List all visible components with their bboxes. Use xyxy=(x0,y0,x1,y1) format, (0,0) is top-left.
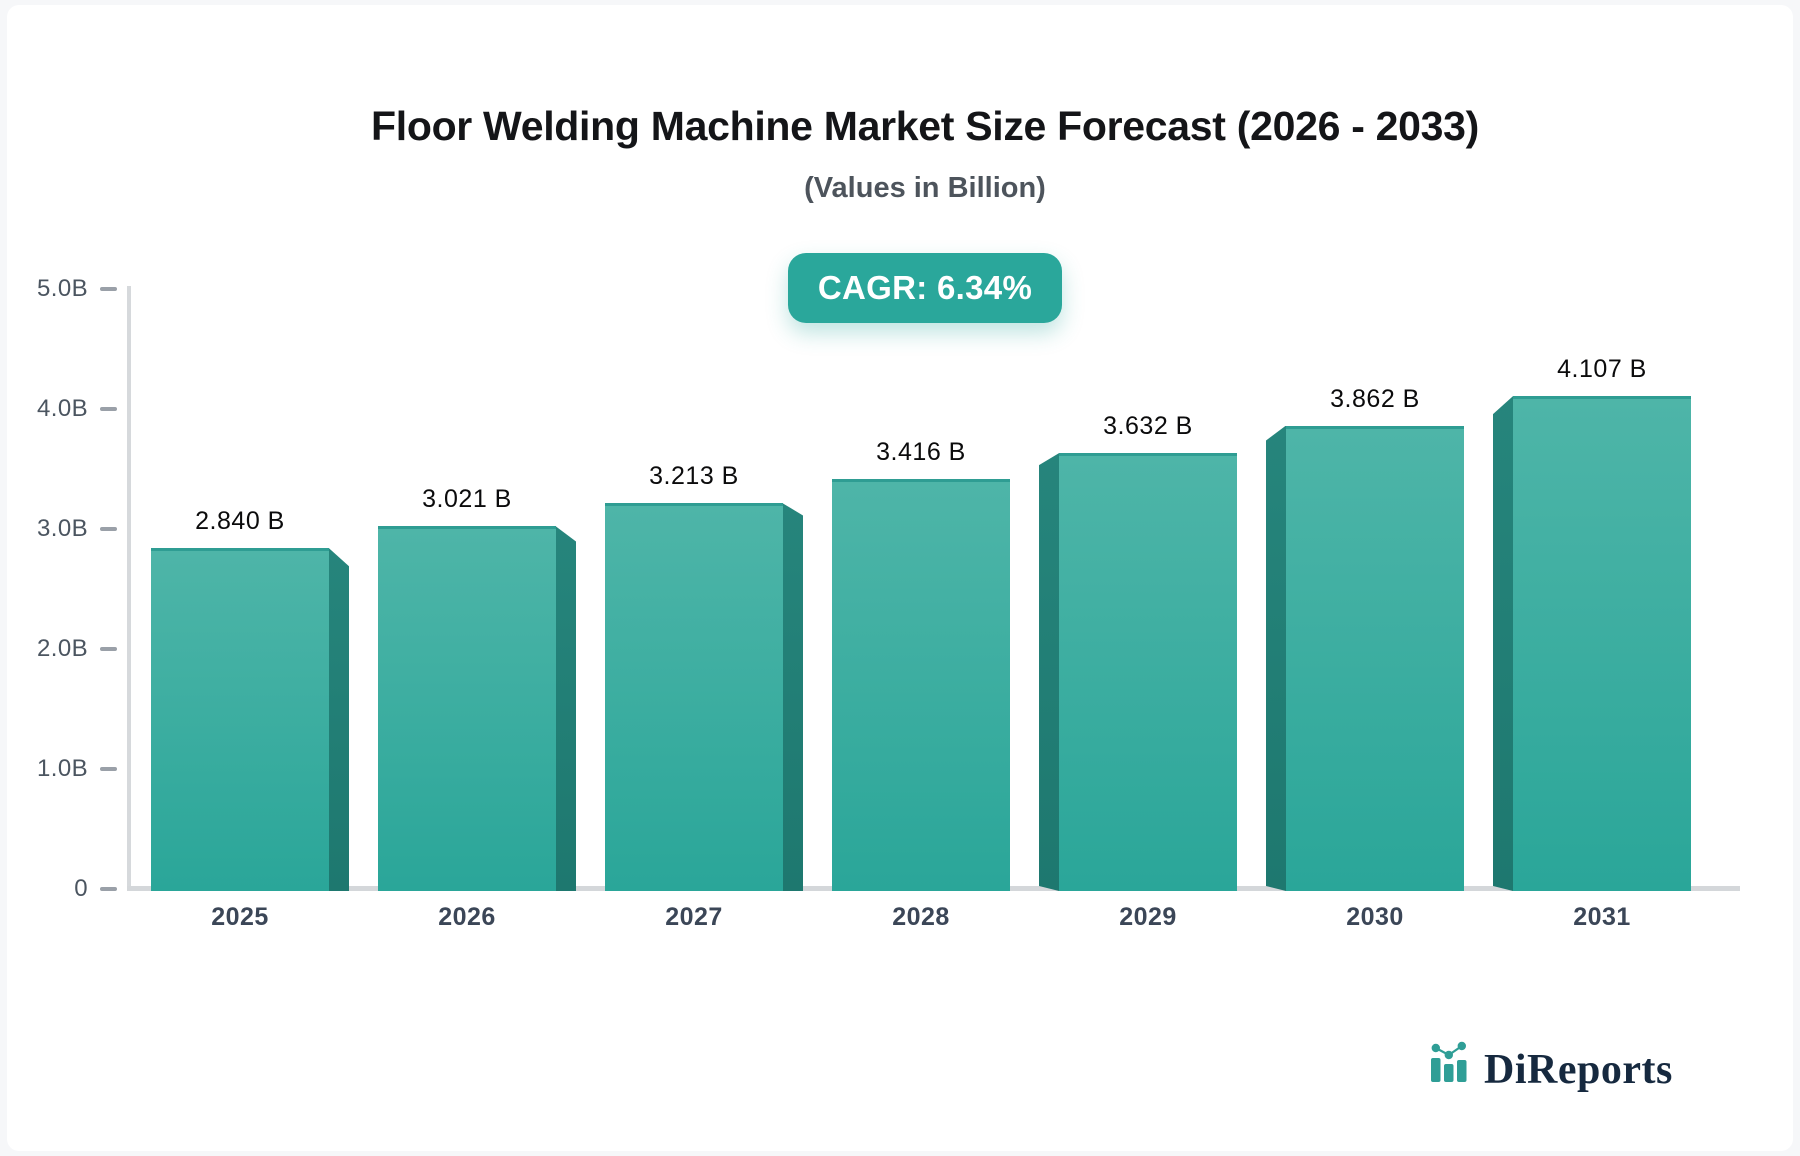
y-axis-tick-mark xyxy=(100,647,117,651)
x-axis-label: 2025 xyxy=(211,903,269,931)
direports-logo[interactable]: DiReports xyxy=(1430,1041,1673,1093)
bar-side-face xyxy=(1039,453,1059,891)
y-axis-tick-label: 3.0B xyxy=(37,515,88,542)
bar[interactable] xyxy=(1059,453,1237,891)
y-axis-tick-mark xyxy=(100,767,117,771)
y-axis-tick-label: 5.0B xyxy=(37,275,88,302)
bar[interactable] xyxy=(1286,425,1464,891)
cagr-badge: CAGR: 6.34% xyxy=(788,253,1062,323)
bar[interactable] xyxy=(1513,396,1691,891)
chart-title: Floor Welding Machine Market Size Foreca… xyxy=(370,103,1480,149)
x-axis-label: 2026 xyxy=(438,903,496,931)
bar-value-label: 3.416 B xyxy=(876,438,966,467)
bar-value-label: 2.840 B xyxy=(195,507,285,536)
bar-side-face xyxy=(1266,426,1286,891)
x-axis-label: 2027 xyxy=(665,903,723,931)
bar-value-label: 3.862 B xyxy=(1330,384,1420,413)
bar-value-label: 4.107 B xyxy=(1557,355,1647,384)
bar[interactable] xyxy=(605,503,783,891)
x-axis-label: 2029 xyxy=(1119,903,1177,931)
bar[interactable] xyxy=(378,526,556,891)
bar-side-face xyxy=(556,526,576,891)
bar[interactable] xyxy=(151,548,329,891)
bar-value-label: 3.632 B xyxy=(1103,412,1193,441)
bar-chart-icon xyxy=(1430,1037,1476,1088)
y-axis-tick-mark xyxy=(100,527,117,531)
logo-text: DiReports xyxy=(1484,1047,1673,1093)
x-axis-label: 2030 xyxy=(1346,903,1404,931)
y-axis-tick-mark xyxy=(100,407,117,411)
bar-value-label: 3.213 B xyxy=(649,462,739,491)
y-axis-tick-label: 1.0B xyxy=(37,755,88,782)
bar-side-face xyxy=(783,503,803,891)
bar-side-face xyxy=(329,548,349,891)
bar-value-label: 3.021 B xyxy=(422,485,512,514)
y-axis-tick-label: 2.0B xyxy=(37,635,88,662)
y-axis-tick-mark xyxy=(100,287,117,291)
x-axis-label: 2028 xyxy=(892,903,950,931)
bar-side-face xyxy=(1493,396,1513,891)
chart-subtitle: (Values in Billion) xyxy=(804,172,1046,204)
y-axis-tick-label: 0 xyxy=(74,875,88,902)
y-axis-tick-mark xyxy=(100,887,117,891)
bar[interactable] xyxy=(832,479,1010,891)
y-axis-line xyxy=(127,286,131,891)
cagr-badge-label: CAGR: 6.34% xyxy=(817,269,1033,306)
x-axis-label: 2031 xyxy=(1573,903,1631,931)
y-axis-tick-label: 4.0B xyxy=(37,395,88,422)
